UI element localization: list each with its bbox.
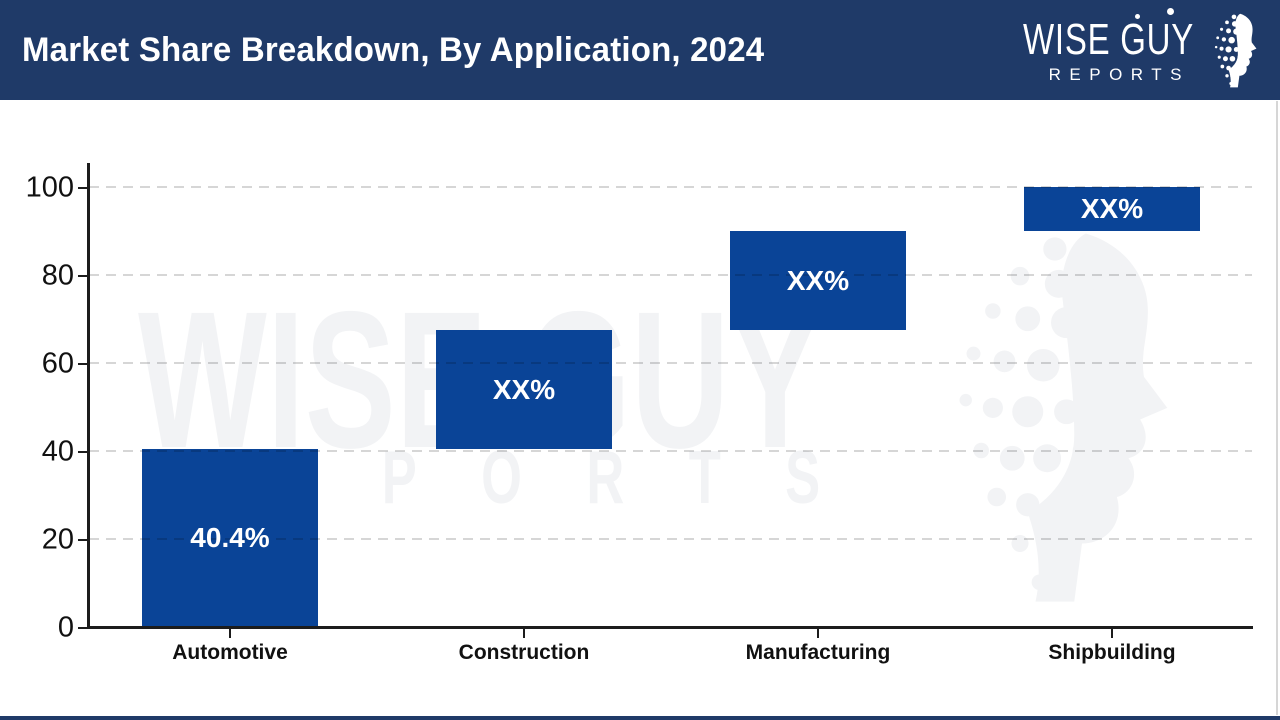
y-tick-mark <box>78 275 87 277</box>
y-tick-label: 80 <box>41 259 74 292</box>
x-tick-mark <box>229 629 231 638</box>
gridline <box>89 450 1252 452</box>
bar-manufacturing <box>730 231 906 330</box>
bar-value-label: XX% <box>786 264 850 296</box>
y-tick-label: 40 <box>41 435 74 468</box>
bar-value-label: 40.4% <box>190 522 270 553</box>
gridline <box>89 362 1252 364</box>
footer-bar <box>0 716 1280 720</box>
y-tick-label: 100 <box>25 171 74 204</box>
gridline <box>89 186 1252 188</box>
y-tick-mark <box>78 451 87 453</box>
header-bar: Market Share Breakdown, By Application, … <box>0 0 1280 100</box>
bar-shipbuilding <box>1024 187 1200 231</box>
x-tick-mark <box>523 629 525 638</box>
y-tick-mark <box>78 363 87 365</box>
watermark-face-icon <box>865 222 1175 617</box>
brand-logo: WISE GUY REPORTS <box>1008 4 1258 96</box>
x-axis-label: Shipbuilding <box>1048 641 1176 664</box>
x-axis-label: Construction <box>458 641 590 664</box>
logo-wordmark: WISE GUY <box>1022 15 1194 64</box>
logo-dot-icon <box>1135 14 1140 19</box>
y-tick-label: 20 <box>41 523 74 556</box>
bar-value-label: XX% <box>1080 193 1144 224</box>
x-axis-label: Automotive <box>172 641 288 664</box>
logo-dot-icon <box>1167 8 1174 15</box>
y-axis-line <box>87 163 90 629</box>
y-tick-mark <box>78 187 87 189</box>
bar-value-label: XX% <box>492 373 556 405</box>
x-axis-line <box>87 626 1253 629</box>
bar-construction <box>436 330 612 449</box>
x-axis-label: Manufacturing <box>745 641 891 664</box>
y-tick-mark <box>78 627 87 629</box>
y-tick-label: 60 <box>41 347 74 380</box>
page-title: Market Share Breakdown, By Application, … <box>22 30 765 69</box>
gridline <box>89 538 1252 540</box>
bar-automotive <box>142 449 318 627</box>
x-tick-mark <box>817 629 819 638</box>
logo-face-icon <box>1196 9 1258 93</box>
gridline <box>89 274 1252 276</box>
y-tick-label: 0 <box>57 611 74 644</box>
y-tick-mark <box>78 539 87 541</box>
chart-right-border <box>1276 101 1278 715</box>
logo-subtitle: REPORTS <box>1048 65 1190 84</box>
x-tick-mark <box>1111 629 1113 638</box>
